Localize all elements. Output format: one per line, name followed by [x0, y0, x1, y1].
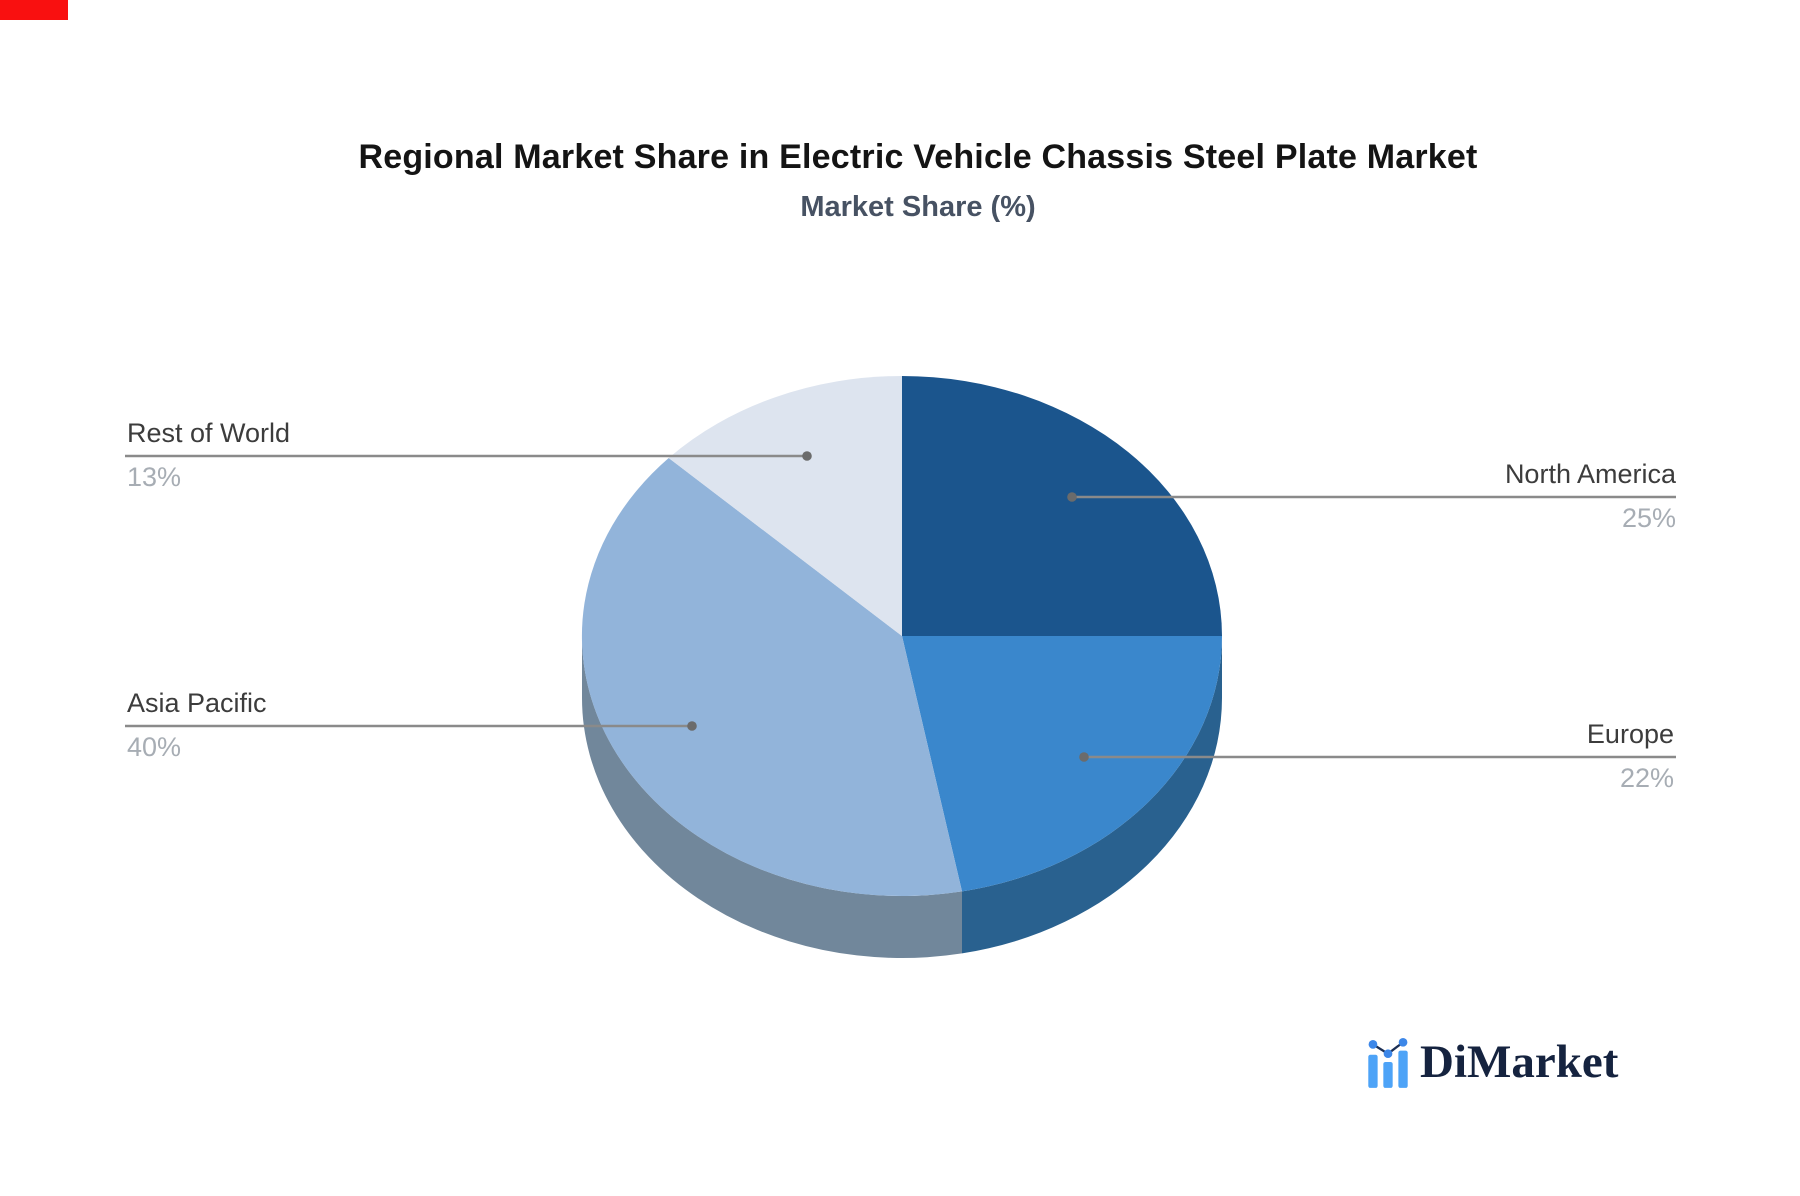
label-north-america: North America — [1504, 459, 1676, 489]
pie-slice-asia-pacific[interactable] — [581, 458, 962, 897]
pie-slice-europe[interactable] — [902, 636, 1222, 892]
callout-dots — [687, 451, 1089, 762]
callout-dot-europe — [1079, 752, 1089, 762]
chart-subtitle: Market Share (%) — [800, 191, 1036, 223]
value-rest-of-world: 13% — [127, 462, 182, 492]
pie-slice-north-america[interactable] — [902, 376, 1222, 636]
value-asia-pacific: 40% — [127, 732, 182, 762]
pie-side-europe — [962, 636, 1222, 954]
label-rest-of-world: Rest of World — [127, 418, 291, 448]
value-north-america: 25% — [1621, 503, 1676, 533]
value-europe: 22% — [1619, 763, 1674, 793]
callout-lines — [125, 454, 1676, 759]
label-asia-pacific: Asia Pacific — [127, 688, 267, 718]
label-europe: Europe — [1586, 719, 1674, 749]
bar-chart-logo-icon — [1368, 1037, 1408, 1088]
pie-slice-rest-of-world[interactable] — [668, 375, 902, 636]
callout-dot-north-america — [1067, 492, 1077, 502]
pie-side-asia-pacific — [581, 636, 962, 959]
callout-dot-rest-of-world — [802, 451, 812, 461]
red-corner-mark — [0, 0, 68, 20]
callout-dot-asia-pacific — [687, 721, 697, 731]
chart-title: Regional Market Share in Electric Vehicl… — [358, 138, 1478, 176]
brand-logo: DiMarket — [1366, 1034, 1618, 1090]
brand-logo-text: DiMarket — [1420, 1036, 1619, 1088]
